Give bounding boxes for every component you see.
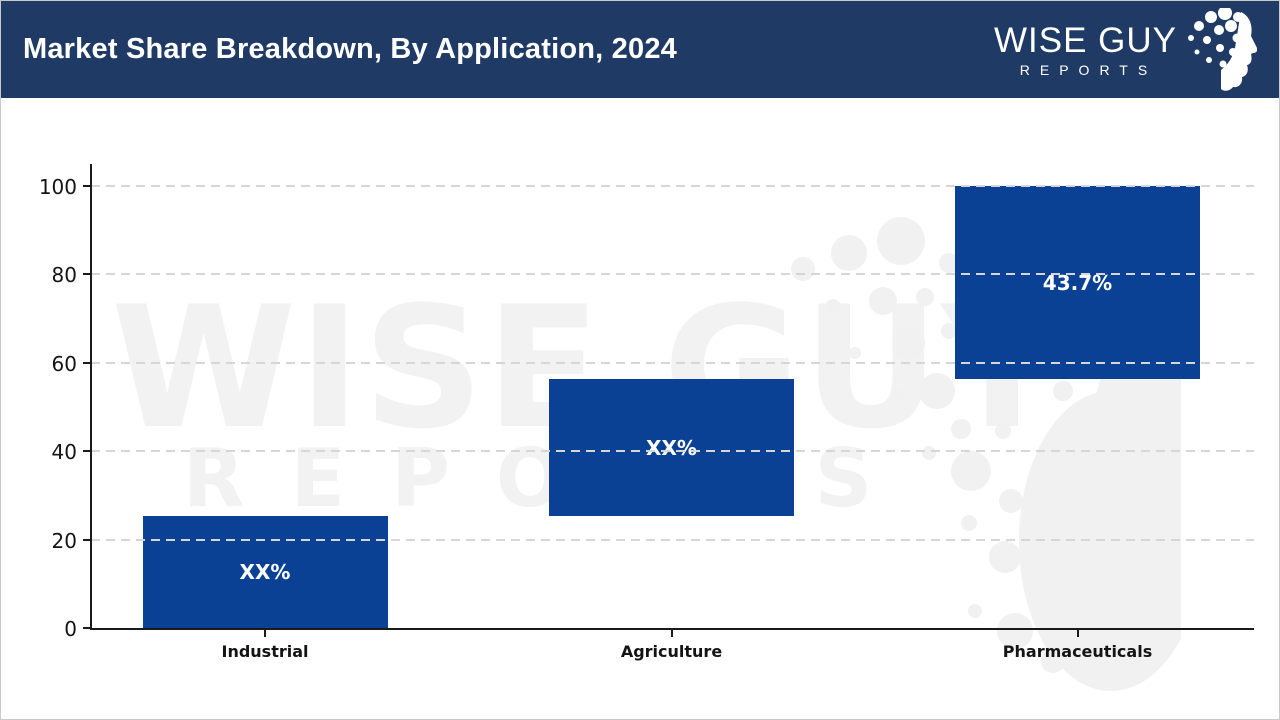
y-tick-label: 0: [64, 617, 77, 641]
y-tick-label: 80: [51, 263, 77, 288]
x-tick-label: Pharmaceuticals: [1002, 642, 1153, 661]
y-tick: [83, 185, 91, 187]
y-tick-label: 60: [51, 351, 77, 376]
y-tick: [83, 627, 91, 629]
y-tick: [83, 361, 91, 364]
y-tick-label: 100: [38, 175, 77, 199]
app-header: Market Share Breakdown, By Application, …: [1, 1, 1279, 98]
y-tick: [83, 450, 91, 453]
bar-value-label: XX%: [239, 560, 291, 585]
x-tick-label: Industrial: [221, 642, 309, 661]
logo-reports-text: REPORTS: [1019, 61, 1158, 78]
logo-dotted-face-icon: [1188, 7, 1257, 91]
bar-agriculture: XX%: [549, 379, 794, 517]
page-title: Market Share Breakdown, By Application, …: [23, 33, 677, 65]
y-tick: [83, 538, 91, 541]
x-tick-label: Agriculture: [620, 642, 723, 661]
y-tick-label: 40: [51, 440, 77, 465]
x-tick: [1076, 630, 1079, 637]
bar-industrial: XX%: [142, 516, 388, 628]
y-tick-label: 20: [51, 528, 77, 553]
x-tick: [264, 630, 266, 637]
y-axis: [90, 164, 92, 630]
x-tick: [670, 630, 673, 637]
y-tick: [83, 273, 91, 276]
x-axis: [90, 628, 1254, 630]
bar-value-label: XX%: [646, 435, 697, 460]
brand-logo: WISE GUY REPORTS: [994, 7, 1257, 92]
logo-wiseguy-text: WISE GUY: [993, 20, 1177, 60]
brand-logo-text: WISE GUY REPORTS: [994, 23, 1177, 77]
